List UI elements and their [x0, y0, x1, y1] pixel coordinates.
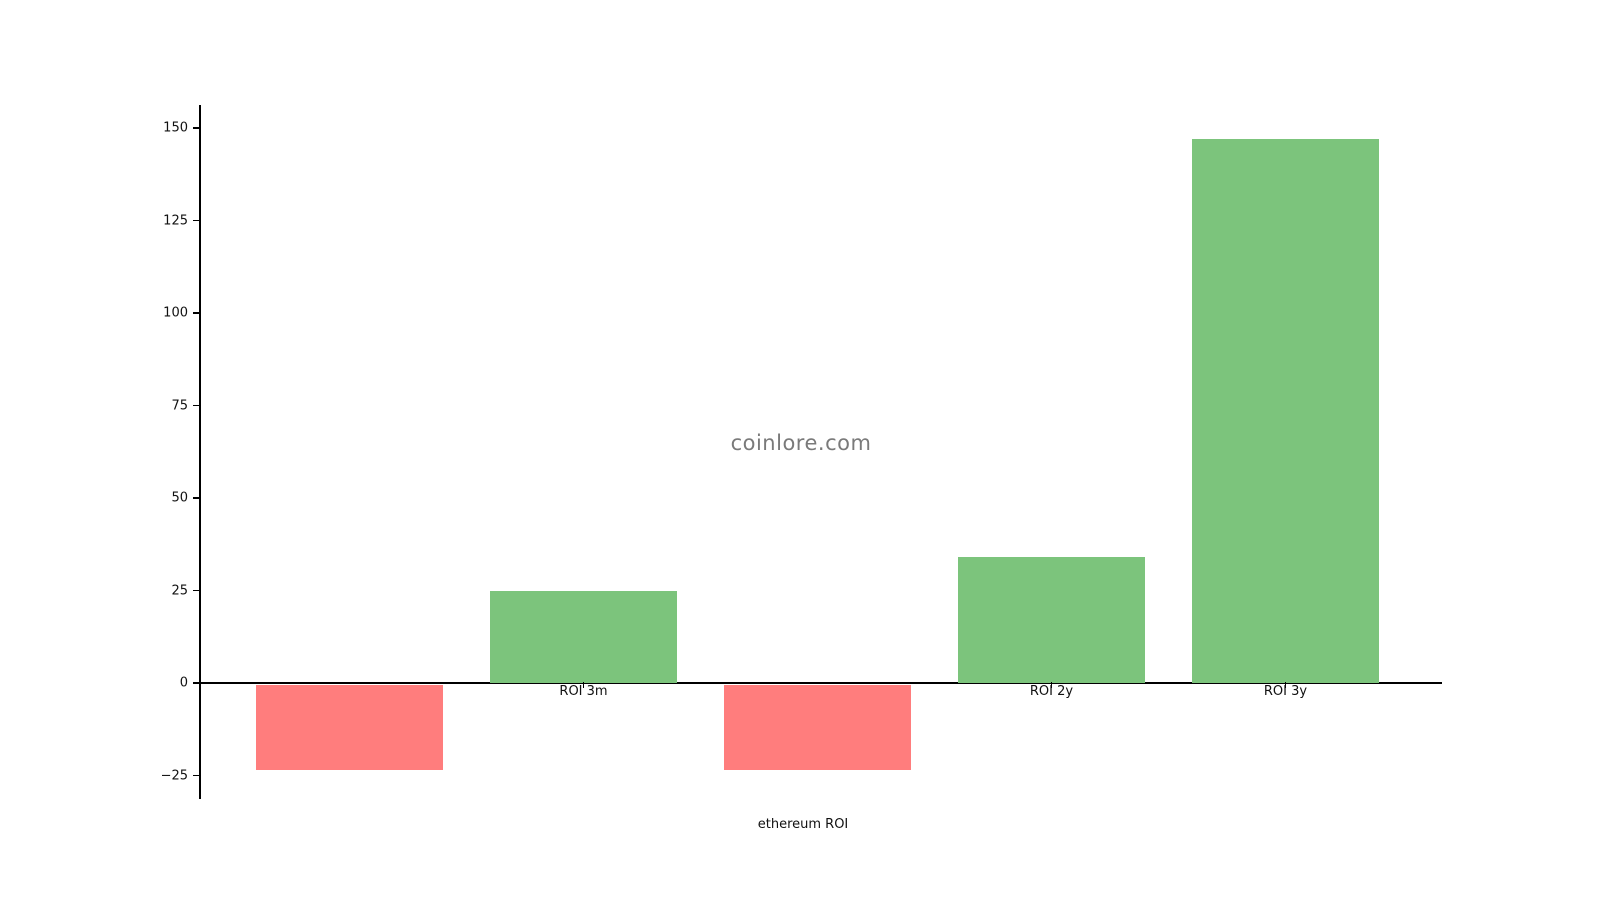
y-tick — [193, 312, 199, 314]
x-axis-line — [199, 682, 1442, 684]
x-tick-label: ROI 3y — [1263, 684, 1308, 699]
y-tick — [193, 127, 199, 129]
watermark: coinlore.com — [730, 431, 872, 455]
x-tick — [582, 682, 585, 688]
x-tick — [1284, 682, 1287, 688]
y-tick-label: 100 — [163, 305, 188, 321]
bar-category-3 — [724, 684, 911, 770]
y-tick-label: 150 — [163, 120, 188, 136]
bar-roi-3y — [1192, 139, 1379, 683]
y-tick-label: 25 — [171, 583, 188, 598]
y-tick-label: 75 — [171, 398, 188, 413]
x-tick — [1050, 682, 1053, 688]
x-tick-label: ROI 3m — [559, 684, 608, 699]
bar-roi-3m — [490, 590, 677, 683]
y-tick-label: 125 — [163, 213, 188, 228]
y-tick — [193, 497, 199, 499]
y-tick — [193, 682, 199, 684]
bar-category-1 — [256, 684, 443, 770]
x-tick-label: ROI 2y — [1029, 684, 1074, 699]
y-tick — [193, 404, 199, 407]
y-tick — [193, 589, 199, 592]
bar-roi-2y — [958, 557, 1145, 683]
y-tick-label: 0 — [179, 675, 188, 691]
y-tick-label: 50 — [171, 490, 188, 506]
y-tick — [193, 219, 199, 222]
y-tick — [193, 774, 199, 777]
x-axis-title: ethereum ROI — [757, 817, 849, 832]
y-tick-label: −25 — [160, 768, 188, 783]
y-axis-spine — [199, 105, 201, 799]
